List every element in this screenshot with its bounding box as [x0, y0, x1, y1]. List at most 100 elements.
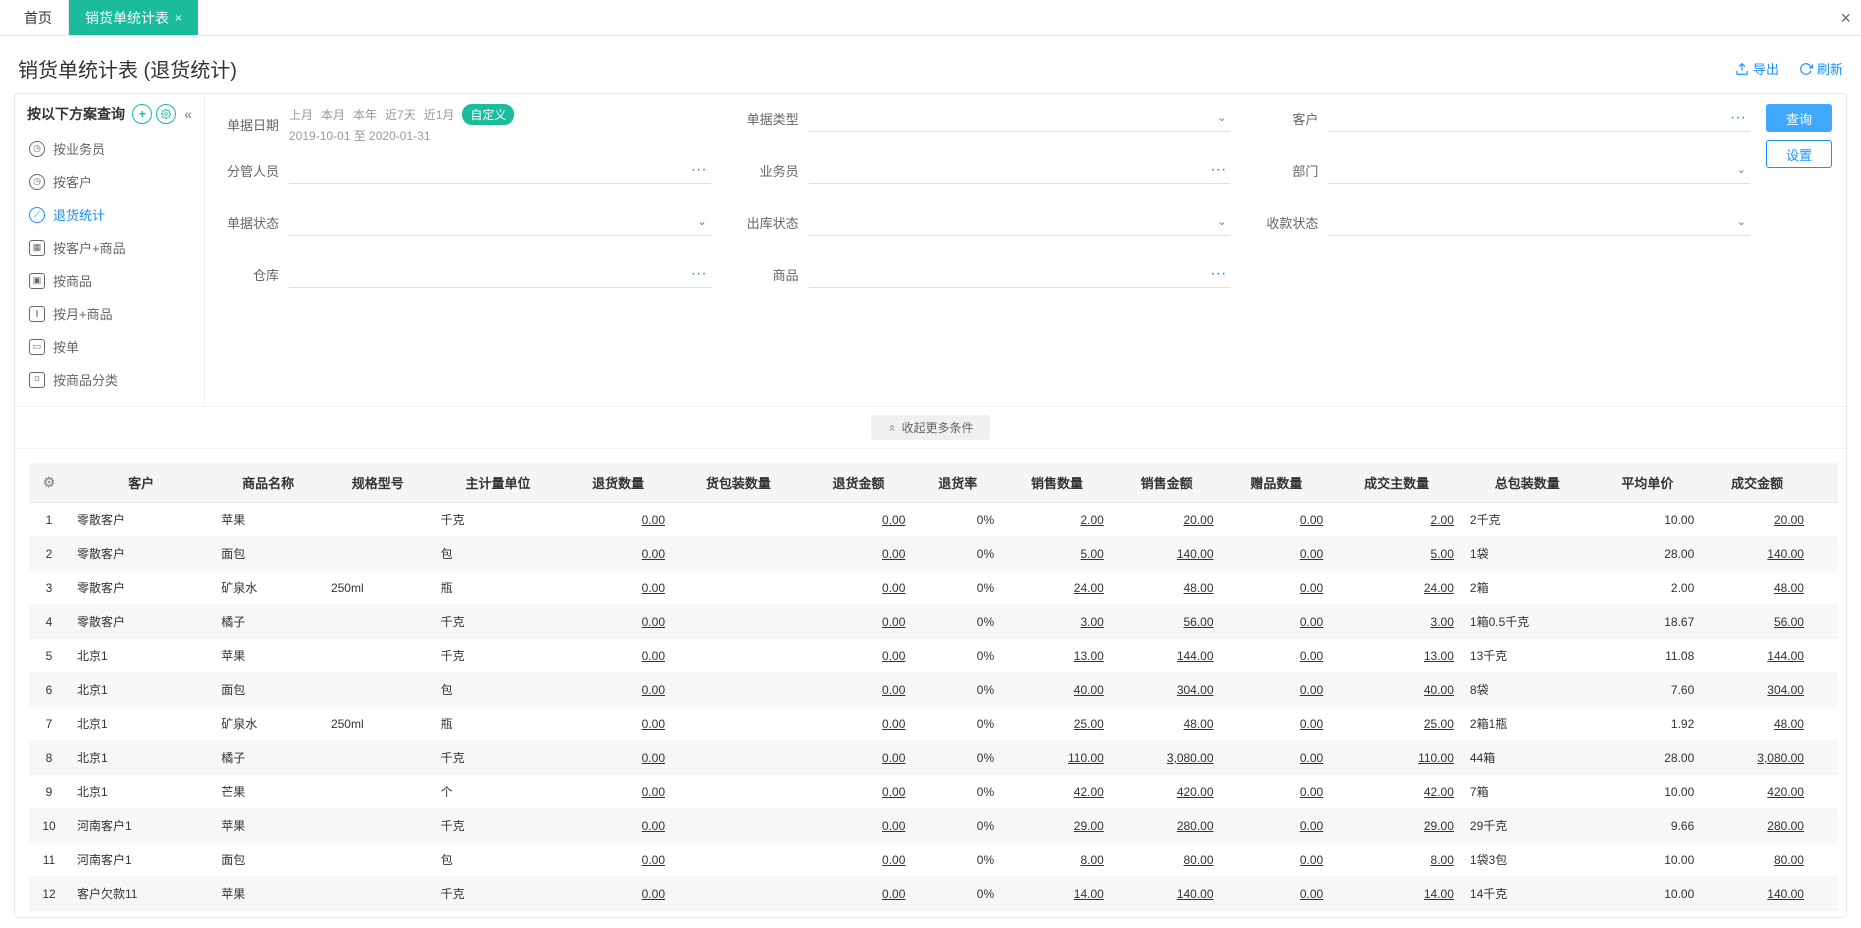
col-header-10[interactable]: 赠品数量 — [1222, 463, 1332, 503]
export-button[interactable]: 导出 — [1735, 59, 1779, 78]
cell[interactable] — [673, 571, 804, 605]
link-value[interactable]: 0.00 — [642, 513, 665, 527]
cell[interactable]: 0.00 — [804, 809, 914, 843]
cell[interactable]: 140.00 — [1702, 877, 1812, 911]
link-value[interactable]: 0.00 — [642, 717, 665, 731]
table-row[interactable]: 5北京1苹果千克0.000.000%13.00144.000.0013.0013… — [29, 639, 1838, 673]
link-value[interactable]: 0.00 — [642, 785, 665, 799]
cell[interactable]: 48.00 — [1702, 571, 1812, 605]
dept-input[interactable] — [1328, 162, 1732, 177]
cell[interactable]: 0.00 — [563, 877, 673, 911]
cell[interactable] — [673, 537, 804, 571]
cell[interactable] — [673, 707, 804, 741]
link-value[interactable]: 0.00 — [642, 581, 665, 595]
cell[interactable] — [673, 911, 804, 918]
link-value[interactable]: 0.00 — [642, 683, 665, 697]
cell[interactable]: 3,080.00 — [1702, 741, 1812, 775]
link-value[interactable]: 80.00 — [1774, 853, 1804, 867]
link-value[interactable]: 25.00 — [1424, 717, 1454, 731]
cell[interactable]: 280.00 — [1112, 809, 1222, 843]
link-value[interactable]: 24.00 — [1074, 581, 1104, 595]
table-row[interactable]: 3零散客户矿泉水250ml瓶0.000.000%24.0048.000.0024… — [29, 571, 1838, 605]
cell[interactable]: 0.00 — [1222, 673, 1332, 707]
sidebar-collapse-icon[interactable]: « — [184, 106, 192, 122]
cell[interactable]: 110.00 — [1331, 741, 1462, 775]
link-value[interactable]: 0.00 — [642, 819, 665, 833]
tab-active[interactable]: 销货单统计表 × — [69, 0, 198, 35]
cell[interactable]: 8.00 — [1331, 843, 1462, 877]
cell[interactable]: 140.00 — [1702, 537, 1812, 571]
cell[interactable]: 0.00 — [804, 775, 914, 809]
link-value[interactable]: 8.00 — [1431, 853, 1454, 867]
link-value[interactable]: 0.00 — [882, 513, 905, 527]
cell[interactable] — [673, 741, 804, 775]
link-value[interactable]: 0.00 — [882, 819, 905, 833]
cell[interactable]: 0.00 — [1222, 571, 1332, 605]
cell[interactable]: 2.00 — [1331, 503, 1462, 537]
col-header-1[interactable]: 商品名称 — [213, 463, 323, 503]
cell[interactable]: 40.00 — [1002, 673, 1112, 707]
link-value[interactable]: 48.00 — [1184, 581, 1214, 595]
cell[interactable]: 0.00 — [1222, 503, 1332, 537]
chevron-down-icon[interactable]: ⌄ — [1733, 163, 1750, 176]
cell[interactable] — [673, 503, 804, 537]
cell[interactable]: 20.00 — [1702, 503, 1812, 537]
settings-scheme-button[interactable] — [156, 104, 176, 124]
out-status-input[interactable] — [809, 214, 1213, 229]
ellipsis-icon[interactable]: ··· — [1206, 161, 1230, 179]
sidebar-item-0[interactable]: ◷按业务员 — [15, 132, 204, 165]
link-value[interactable]: 0.00 — [1300, 819, 1323, 833]
cell[interactable]: 0.00 — [563, 537, 673, 571]
link-value[interactable]: 14.00 — [1424, 887, 1454, 901]
link-value[interactable]: 2.00 — [1431, 513, 1454, 527]
cell[interactable]: 0.00 — [563, 843, 673, 877]
cell[interactable]: 42.00 — [1331, 775, 1462, 809]
cell[interactable]: 25.00 — [1331, 707, 1462, 741]
table-row[interactable]: 8北京1橘子千克0.000.000%110.003,080.000.00110.… — [29, 741, 1838, 775]
link-value[interactable]: 42.00 — [1074, 785, 1104, 799]
cell[interactable]: 8.00 — [1002, 843, 1112, 877]
table-wrap[interactable]: ⚙客户商品名称规格型号主计量单位退货数量货包装数量退货金额退货率销售数量销售金额… — [15, 449, 1846, 917]
cell[interactable]: 0.00 — [804, 707, 914, 741]
cell[interactable]: 14.00 — [1331, 877, 1462, 911]
cell[interactable]: 5.00 — [1331, 537, 1462, 571]
link-value[interactable]: 0.00 — [642, 853, 665, 867]
link-value[interactable]: 3,080.00 — [1167, 751, 1214, 765]
cell[interactable]: 0.00 — [563, 809, 673, 843]
cell[interactable]: 48.00 — [1702, 707, 1812, 741]
link-value[interactable]: 0.00 — [882, 785, 905, 799]
table-row[interactable]: 1零散客户苹果千克0.000.000%2.0020.000.002.002千克1… — [29, 503, 1838, 537]
cell[interactable]: 0.00 — [1222, 639, 1332, 673]
pay-status-input[interactable] — [1328, 214, 1732, 229]
cell[interactable]: 0.00 — [1222, 707, 1332, 741]
cell[interactable] — [673, 673, 804, 707]
refresh-button[interactable]: 刷新 — [1799, 59, 1843, 78]
cell[interactable]: 0.00 — [804, 639, 914, 673]
link-value[interactable]: 13.00 — [1424, 649, 1454, 663]
sidebar-item-1[interactable]: ◷按客户 — [15, 165, 204, 198]
cell[interactable]: 0.00 — [563, 571, 673, 605]
table-settings-button[interactable]: ⚙ — [29, 463, 69, 503]
link-value[interactable]: 0.00 — [1300, 513, 1323, 527]
link-value[interactable]: 2.00 — [1080, 513, 1103, 527]
link-value[interactable]: 0.00 — [642, 615, 665, 629]
ellipsis-icon[interactable]: ··· — [1206, 265, 1230, 283]
cell[interactable]: 0.00 — [1222, 775, 1332, 809]
ellipsis-icon[interactable]: ··· — [687, 161, 711, 179]
col-header-11[interactable]: 成交主数量 — [1331, 463, 1462, 503]
link-value[interactable]: 140.00 — [1177, 547, 1214, 561]
table-row[interactable]: 7北京1矿泉水250ml瓶0.000.000%25.0048.000.0025.… — [29, 707, 1838, 741]
cell[interactable]: 0.00 — [1222, 741, 1332, 775]
link-value[interactable]: 56.00 — [1774, 615, 1804, 629]
chevron-down-icon[interactable]: ⌄ — [1213, 111, 1230, 124]
cell[interactable]: 0.00 — [1222, 537, 1332, 571]
link-value[interactable]: 0.00 — [642, 649, 665, 663]
cell[interactable]: 420.00 — [1702, 775, 1812, 809]
col-header-4[interactable]: 退货数量 — [563, 463, 673, 503]
link-value[interactable]: 0.00 — [642, 547, 665, 561]
link-value[interactable]: 0.00 — [1300, 887, 1323, 901]
customer-input[interactable] — [1328, 110, 1726, 125]
cell[interactable]: 0.00 — [804, 605, 914, 639]
cell[interactable] — [673, 877, 804, 911]
link-value[interactable]: 0.00 — [882, 853, 905, 867]
